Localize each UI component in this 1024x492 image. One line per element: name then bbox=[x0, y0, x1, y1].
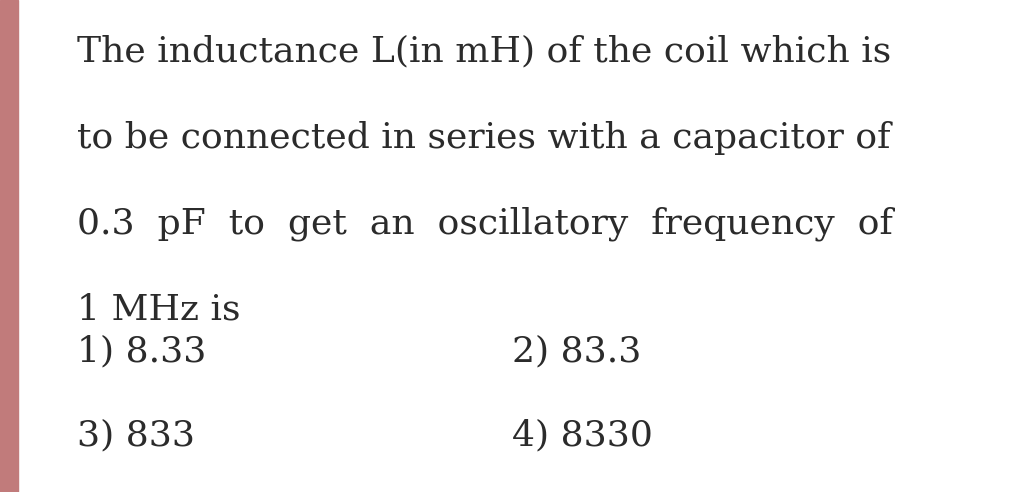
Text: 1 MHz is: 1 MHz is bbox=[77, 293, 241, 327]
Text: 3) 833: 3) 833 bbox=[77, 418, 195, 453]
Text: to be connected in series with a capacitor of: to be connected in series with a capacit… bbox=[77, 121, 890, 154]
Text: 1) 8.33: 1) 8.33 bbox=[77, 335, 206, 369]
Text: 4) 8330: 4) 8330 bbox=[512, 418, 653, 453]
Text: 2) 83.3: 2) 83.3 bbox=[512, 335, 641, 369]
Text: The inductance L(in mH) of the coil which is: The inductance L(in mH) of the coil whic… bbox=[77, 34, 891, 68]
Bar bbox=[0, 0, 18, 492]
Text: 0.3  pF  to  get  an  oscillatory  frequency  of: 0.3 pF to get an oscillatory frequency o… bbox=[77, 207, 893, 241]
